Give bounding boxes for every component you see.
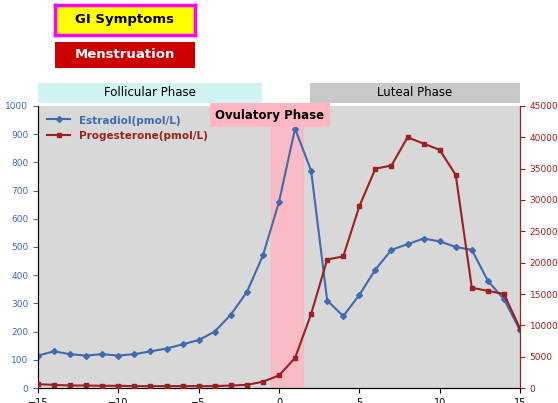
Text: Ovulatory Phase: Ovulatory Phase <box>215 108 325 121</box>
Bar <box>271 106 303 388</box>
Text: Luteal Phase: Luteal Phase <box>377 87 453 100</box>
Text: Follicular Phase: Follicular Phase <box>104 87 196 100</box>
Legend: Estradiol(pmol/L), Progesterone(pmol/L): Estradiol(pmol/L), Progesterone(pmol/L) <box>43 111 211 145</box>
Text: Menstruation: Menstruation <box>75 48 175 62</box>
Text: GI Symptoms: GI Symptoms <box>75 13 175 27</box>
